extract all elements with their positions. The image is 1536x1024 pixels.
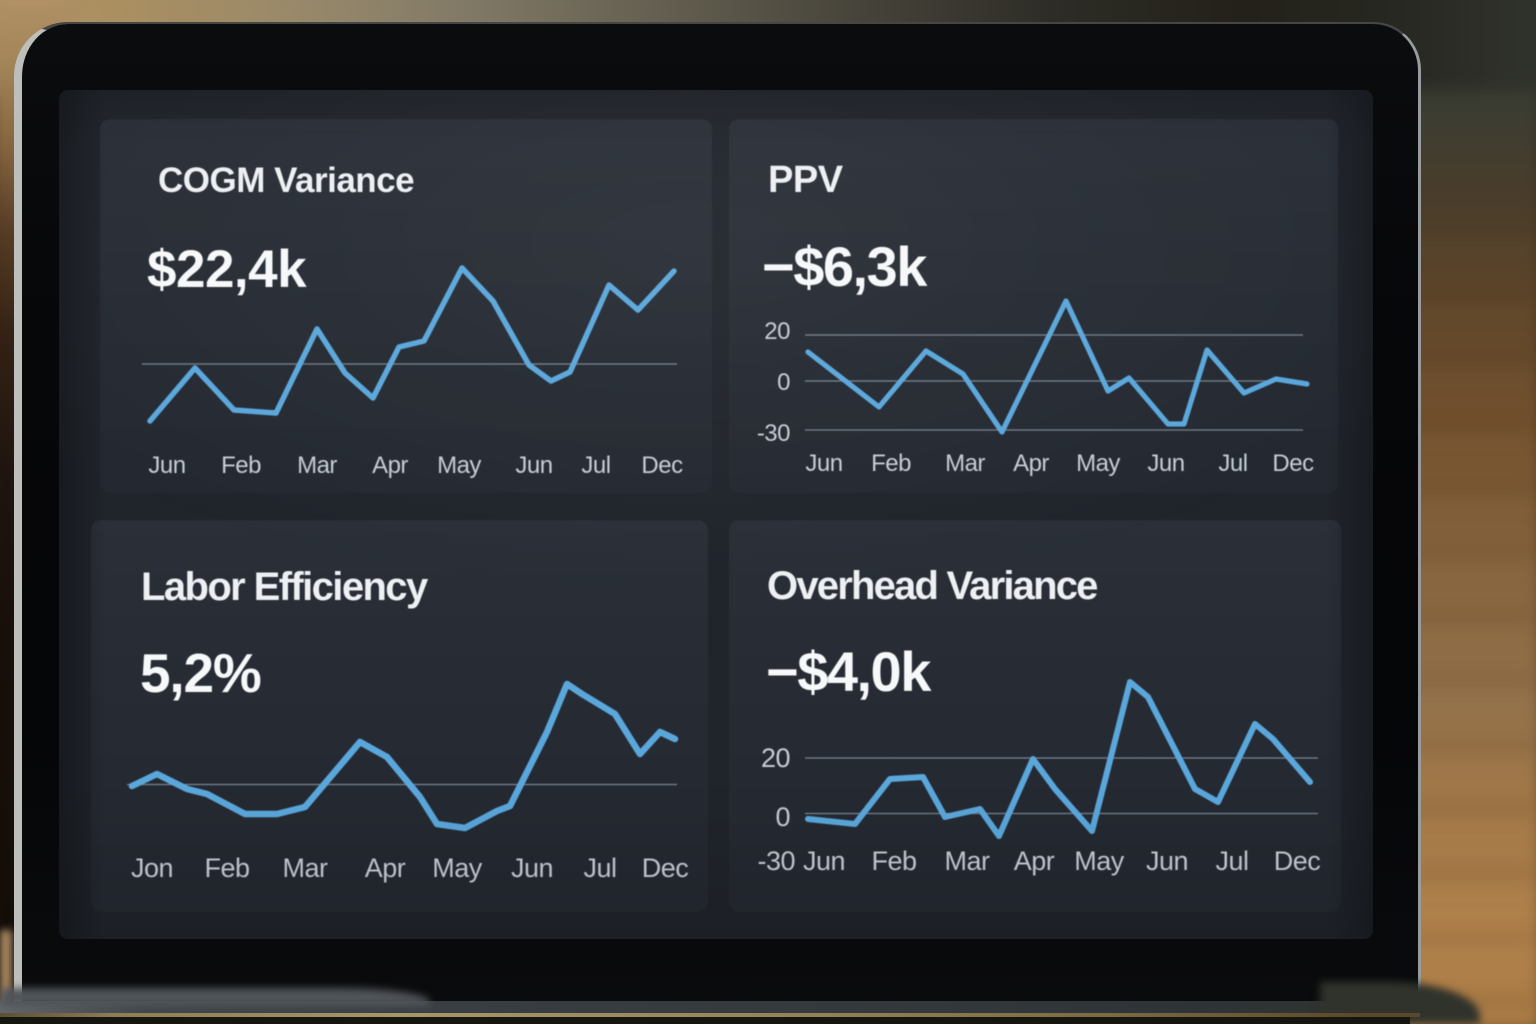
svg-text:Jun: Jun [803,846,845,876]
svg-text:Jun: Jun [148,452,185,479]
svg-text:Mar: Mar [945,846,991,876]
svg-text:Jun: Jun [1146,846,1188,876]
svg-text:20: 20 [764,318,790,345]
svg-text:Jun: Jun [805,450,842,477]
svg-text:Jun: Jun [511,853,553,883]
svg-text:0: 0 [775,802,790,832]
svg-text:May: May [1076,450,1120,477]
svg-text:Mar: Mar [945,450,985,477]
svg-text:Feb: Feb [871,846,916,876]
svg-text:Apr: Apr [1014,846,1055,876]
svg-text:Feb: Feb [871,450,911,477]
svg-text:-30: -30 [757,846,795,876]
svg-text:Jul: Jul [1215,846,1248,876]
svg-text:Dec: Dec [641,452,683,479]
svg-text:Jul: Jul [1218,450,1247,477]
svg-text:Jon: Jon [131,853,173,883]
svg-text:Dec: Dec [642,853,689,883]
svg-text:20: 20 [761,743,790,773]
svg-text:Jul: Jul [583,853,616,883]
svg-text:Jun: Jun [1147,450,1184,477]
svg-text:Apr: Apr [1013,450,1049,477]
svg-text:Jun: Jun [515,452,552,479]
svg-text:Feb: Feb [204,853,249,883]
svg-text:0: 0 [777,369,790,396]
svg-text:Feb: Feb [221,452,261,479]
svg-text:Apr: Apr [372,452,408,479]
svg-text:Jul: Jul [581,452,610,479]
svg-text:Mar: Mar [297,452,337,479]
svg-text:Dec: Dec [1274,846,1321,876]
svg-text:Dec: Dec [1272,450,1314,477]
svg-text:-30: -30 [757,420,790,447]
svg-text:May: May [437,452,481,479]
svg-text:Mar: Mar [283,853,329,883]
svg-text:Apr: Apr [365,853,406,883]
svg-text:May: May [432,853,483,883]
svg-text:May: May [1074,846,1125,876]
